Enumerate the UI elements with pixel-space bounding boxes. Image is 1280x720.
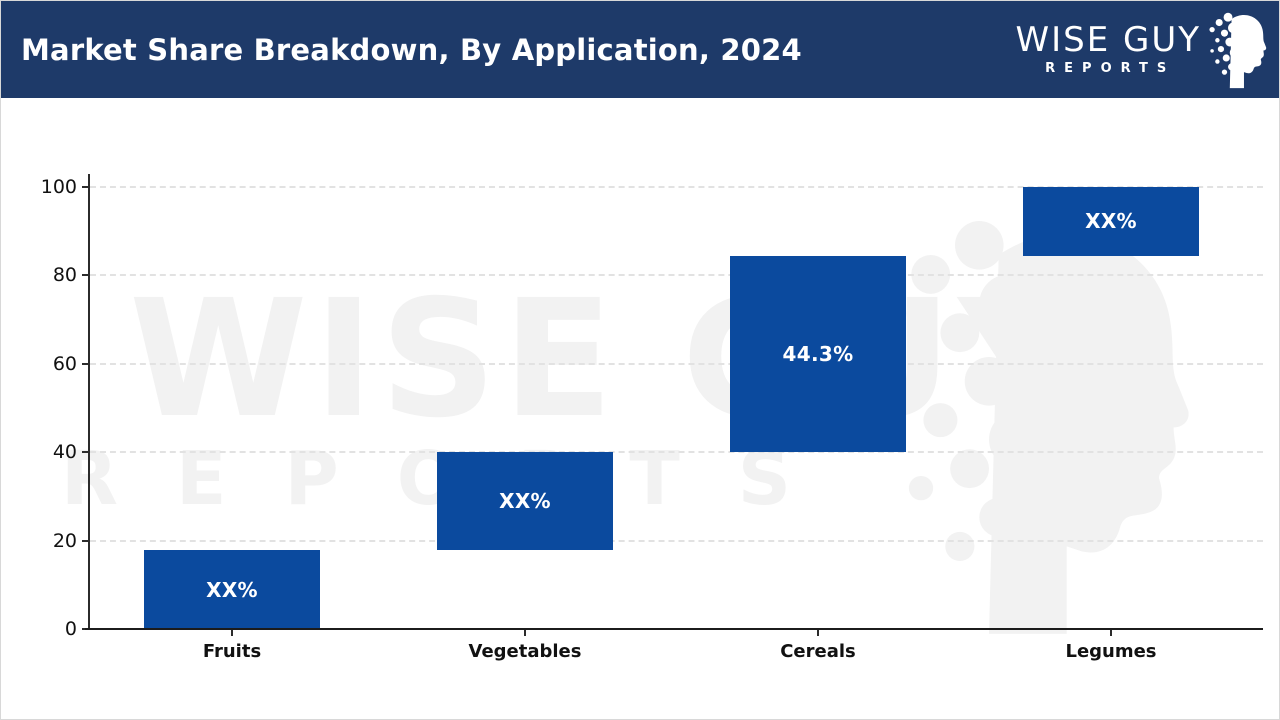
grid-line — [90, 362, 1263, 365]
y-tick-mark — [82, 274, 89, 276]
y-tick-label: 80 — [52, 264, 77, 286]
chart-title: Market Share Breakdown, By Application, … — [21, 32, 802, 67]
brand-logo: WISE GUY REPORTS — [1015, 10, 1267, 90]
grid-line — [90, 274, 1263, 276]
x-tick-mark — [231, 629, 233, 636]
y-axis-line — [88, 174, 90, 630]
x-category-label: Legumes — [1065, 641, 1157, 662]
bar-legumes: XX% — [1023, 186, 1199, 256]
grid-line — [90, 451, 1263, 453]
bar-value-label: 44.3% — [782, 341, 854, 366]
bar-value-label: XX% — [499, 489, 551, 514]
x-category-label: Cereals — [780, 641, 856, 662]
brand-subtitle: REPORTS — [1045, 60, 1176, 76]
y-tick-mark — [82, 451, 89, 453]
y-tick-label: 20 — [52, 529, 77, 552]
brand-name: WISE GUY — [1015, 20, 1201, 61]
y-tick-mark — [82, 362, 89, 365]
grid-line — [90, 539, 1263, 542]
bar-fruits: XX% — [144, 550, 320, 629]
y-tick-mark — [82, 185, 89, 188]
brand-wordmark: WISE GUY REPORTS — [1015, 20, 1201, 76]
x-category-label: Fruits — [202, 641, 262, 662]
y-tick-label: 60 — [52, 352, 77, 375]
watermark-subtitle: REPORTS — [61, 436, 849, 522]
bar-value-label: XX% — [206, 577, 258, 602]
brand-face-icon — [1209, 12, 1267, 88]
y-tick-mark — [82, 539, 89, 542]
x-tick-mark — [1110, 629, 1112, 636]
x-axis-line — [85, 628, 1263, 630]
y-tick-label: 0 — [64, 618, 77, 640]
x-tick-mark — [524, 629, 526, 636]
x-category-label: Vegetables — [468, 641, 582, 662]
chart-header: Market Share Breakdown, By Application, … — [1, 1, 1279, 98]
bar-vegetables: XX% — [437, 452, 613, 551]
waterfall-chart: WISE GUY REPORTS 020406080100XX%FruitsXX… — [1, 98, 1279, 719]
y-tick-label: 100 — [40, 175, 77, 198]
bar-cereals: 44.3% — [730, 255, 906, 452]
grid-line — [90, 185, 1263, 188]
bar-value-label: XX% — [1085, 209, 1137, 234]
x-tick-mark — [817, 629, 819, 636]
y-tick-label: 40 — [52, 441, 77, 463]
